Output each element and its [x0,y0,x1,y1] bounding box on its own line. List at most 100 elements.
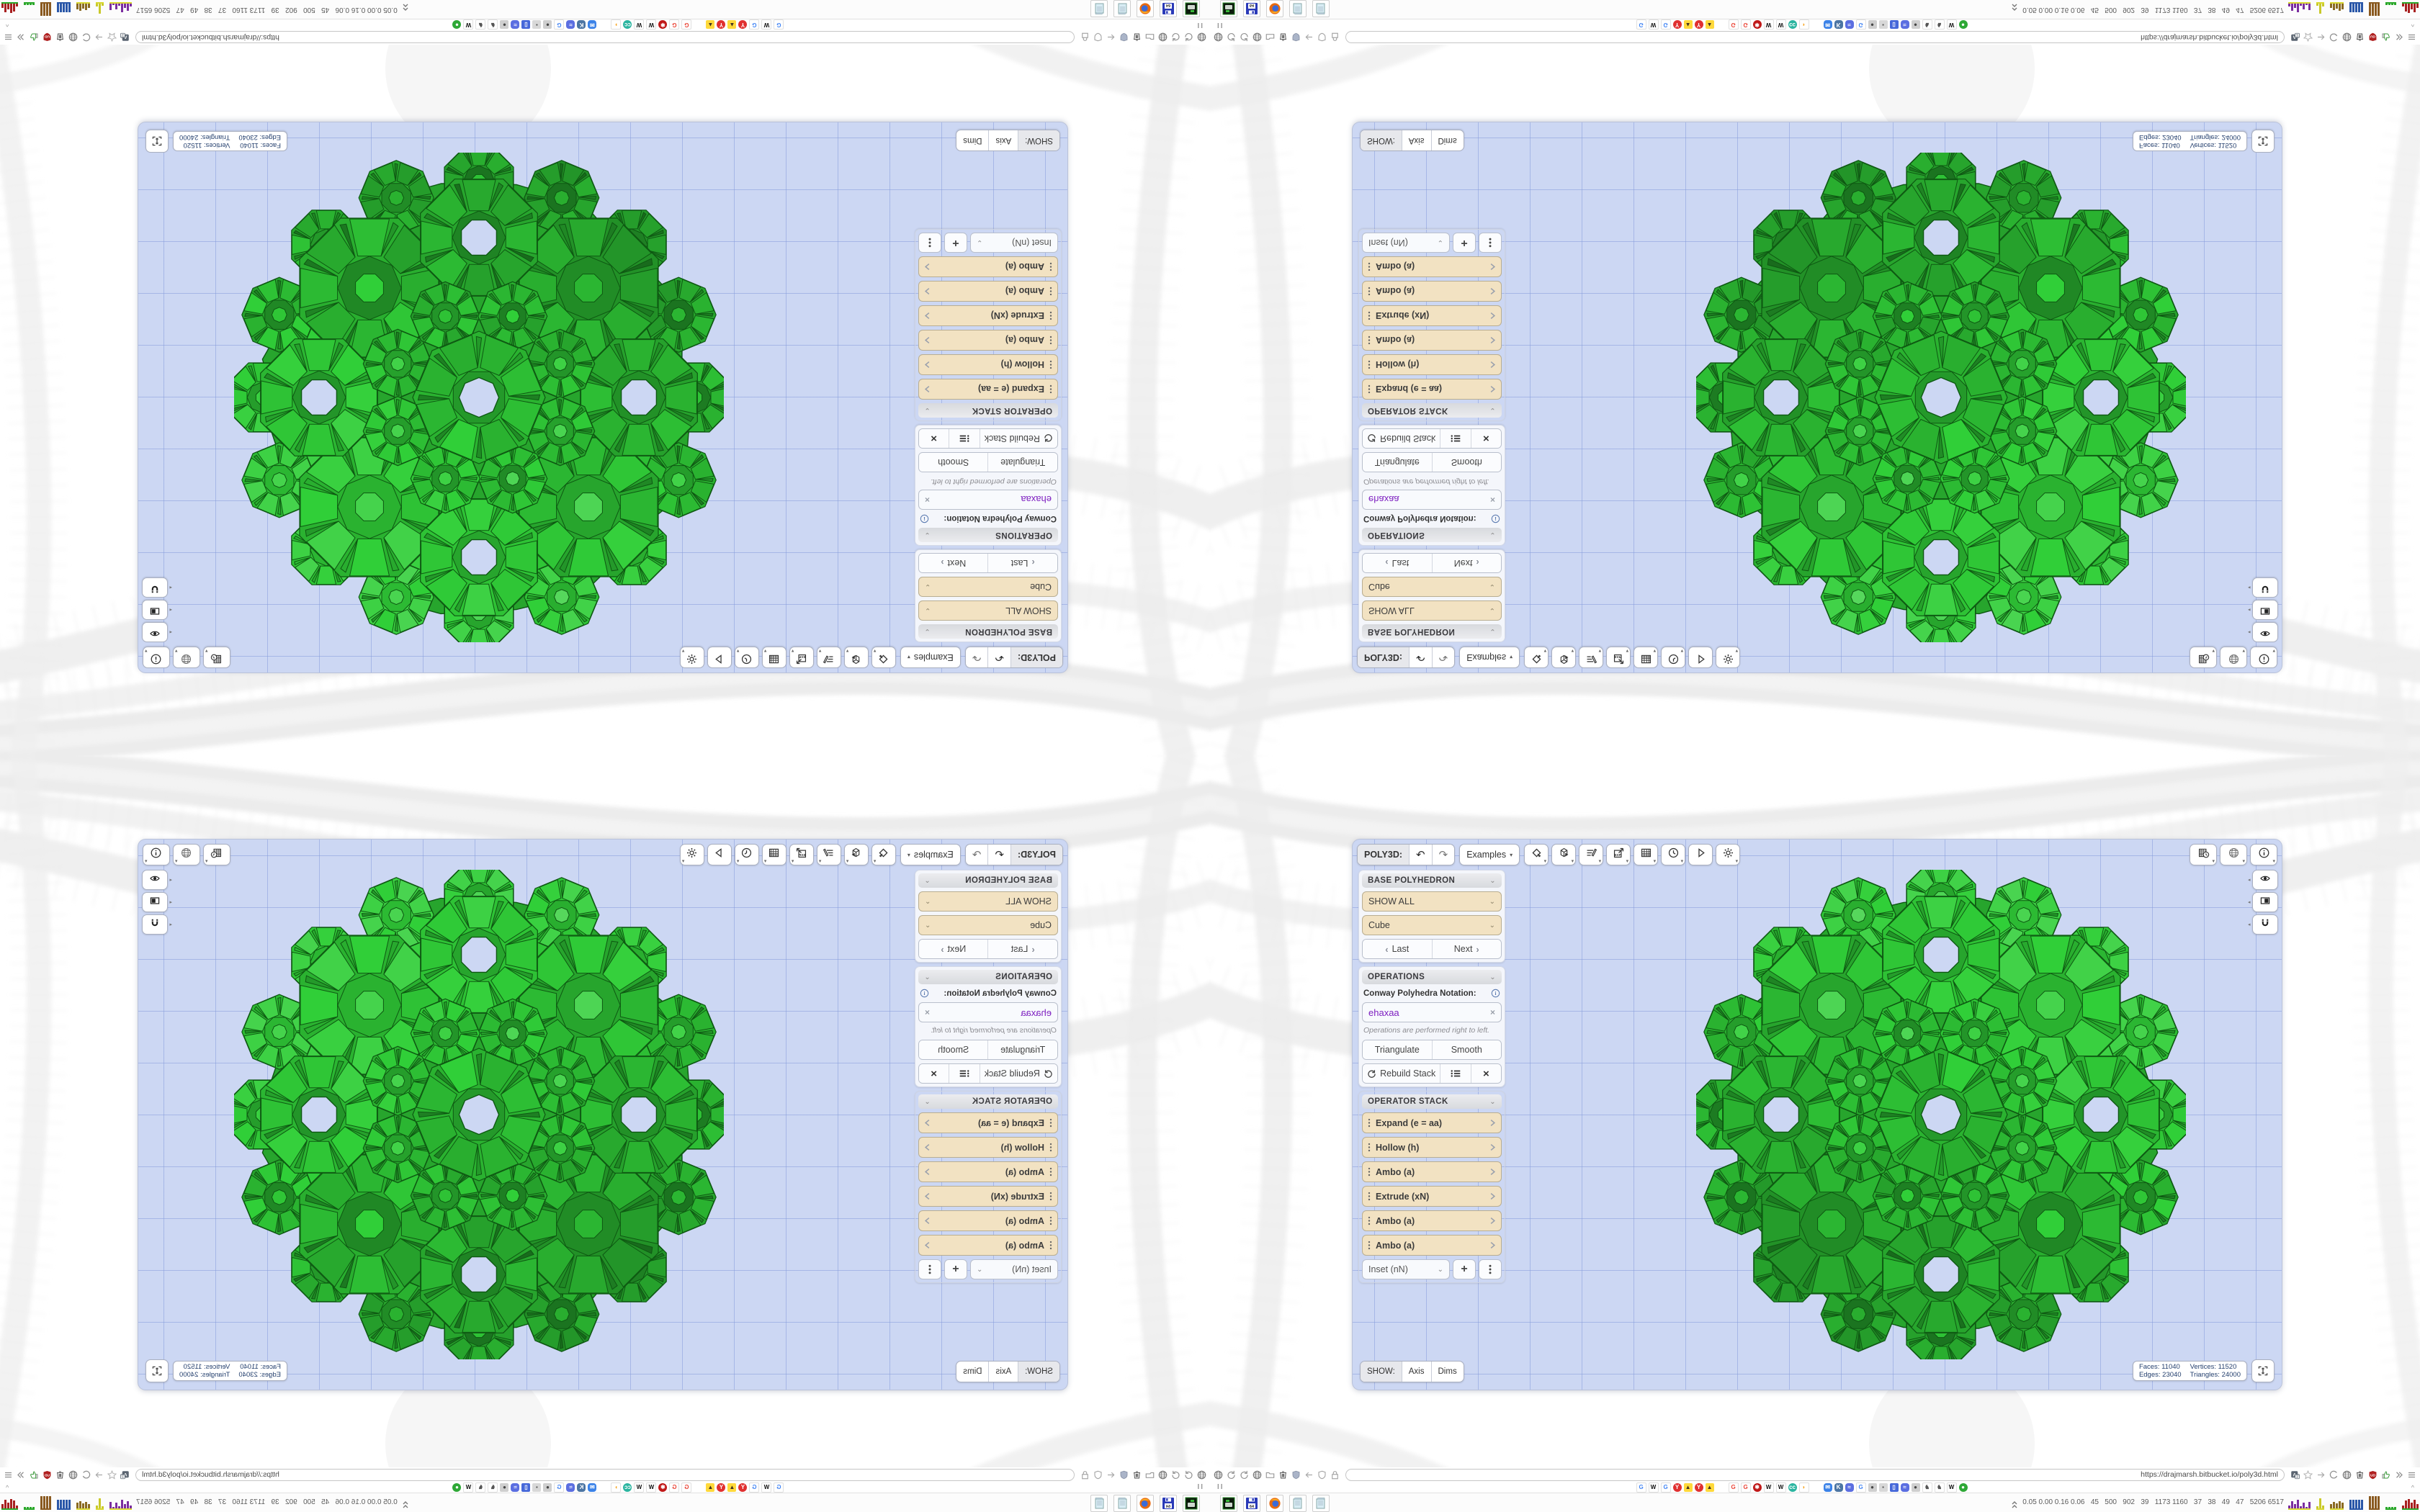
drag-handle-icon[interactable] [1049,1241,1052,1250]
toggle-panel-button[interactable]: ◂ [2248,600,2278,620]
bookmark-favicon[interactable]: ◗ [611,1482,622,1493]
bookmark-favicon[interactable]: G [669,1482,680,1493]
notation-input[interactable]: ehaxaa × [1362,1002,1502,1022]
bookmark-favicon[interactable]: W [1763,1482,1774,1493]
bookmark-favicon[interactable]: ≈ [1845,1482,1854,1492]
arrow-left-icon[interactable] [1303,1469,1315,1480]
notepad-launcher[interactable] [1090,1494,1108,1512]
base-polyhedron-header[interactable]: BASE POLYHEDRON ⌄ [1362,873,1502,888]
play-button[interactable] [1688,647,1713,668]
floppy-64-launcher[interactable]: 64 [1160,1494,1177,1512]
table-button[interactable]: ▾ [1634,844,1659,865]
bookmark-favicon[interactable]: ▲ [727,1482,737,1492]
thumb-icon[interactable] [2380,1469,2392,1480]
bookmark-favicon[interactable]: cc [623,20,632,30]
trash-icon[interactable] [2354,32,2366,43]
bookmark-favicon[interactable]: W [463,1482,474,1493]
notepad-launcher[interactable] [1289,1494,1307,1512]
chevron-right-icon[interactable] [924,1241,931,1249]
bookmark-favicon[interactable]: Y [717,1482,726,1492]
info-icon[interactable]: i [920,989,929,998]
edit-list-button[interactable]: ▾ [1579,844,1604,865]
arrow-right-icon[interactable] [2315,1469,2327,1480]
transform-draw-button[interactable]: ▾ [1524,844,1549,865]
cube-play-button[interactable]: ▾ [843,844,869,865]
examples-dropdown[interactable]: Examples ▾ [1460,647,1519,667]
bookmark-favicon[interactable]: G [1740,19,1751,30]
thumb-icon[interactable] [28,1469,40,1480]
snap-magnet-button[interactable]: ◂ [2248,914,2278,935]
operator-more-button[interactable] [1479,1259,1502,1279]
shield-outline-icon[interactable] [1092,32,1104,43]
drag-handle-icon[interactable] [1049,360,1052,369]
bookmark-favicon[interactable]: G [1728,1482,1739,1493]
calendar-clock-button[interactable]: ▾ [203,844,230,865]
gear-button[interactable]: ▾ [1716,844,1741,865]
chevron-right-icon[interactable] [1489,312,1496,320]
bookmark-favicon[interactable]: ▯ [521,20,531,30]
bookmark-favicon[interactable]: ▲ [1683,20,1693,30]
undo-button[interactable]: ↶ [987,845,1010,865]
globe-icon[interactable] [2341,1469,2353,1480]
chevron-right-icon[interactable] [924,263,931,271]
show-all-select[interactable]: SHOW ALL ⌄ [918,600,1058,621]
bookmark-favicon[interactable]: ▪ [532,20,542,30]
firefox-launcher[interactable] [1137,1494,1154,1512]
folder-icon[interactable] [1264,1469,1276,1480]
chevron-right-icon[interactable] [1489,1143,1496,1151]
bookmark-favicon[interactable]: ▯ [1889,20,1899,30]
bookmark-favicon[interactable]: Y [717,20,726,30]
add-operator-button[interactable]: + [1453,233,1476,253]
thumb-icon[interactable] [2380,32,2392,43]
bookmark-favicon[interactable]: K [577,20,586,30]
reload-icon[interactable] [1238,1469,1250,1480]
stack-list-button[interactable] [949,1064,980,1083]
smooth-button[interactable]: Smooth [1432,1040,1501,1059]
globe-button[interactable]: ▾ [173,647,200,668]
bookmark-favicon[interactable]: ≈ [566,20,575,30]
floppy-64-launcher[interactable]: 64 [1160,0,1177,18]
add-operator-select[interactable]: Inset (nN) ⌄ [1362,233,1450,253]
bookmark-favicon[interactable]: G [749,19,760,30]
redo-button[interactable]: ↷ [966,845,988,865]
operator-stack-item[interactable]: Ambo (a) [918,1235,1058,1256]
bookmark-favicon[interactable]: ● [452,1482,462,1492]
dims-toggle-button[interactable]: Dims [963,136,982,145]
bookmark-favicon[interactable]: ≈ [1900,20,1909,30]
firefox-launcher[interactable] [1266,0,1283,18]
bookmark-favicon[interactable]: W [1648,1482,1659,1493]
toggle-visibility-button[interactable]: ◂ [2248,622,2278,642]
chevron-right-icon[interactable] [1489,336,1496,344]
globe-icon[interactable] [1251,1469,1263,1480]
bookmark-favicon[interactable]: ▲ [727,20,737,30]
bookmark-favicon[interactable]: ♞ [488,1482,498,1493]
bookmark-favicon[interactable]: ● [1868,1482,1877,1492]
collapse-chevron-icon[interactable]: ^ [2411,21,2414,29]
triangulate-button[interactable]: Triangulate [987,453,1057,472]
operator-stack-header[interactable]: OPERATOR STACK ⌄ [918,1094,1058,1109]
drag-handle-icon[interactable] [1368,1143,1371,1152]
url-bar[interactable]: https://drajmarsh.bitbucket.io/poly3d.ht… [1345,31,2285,44]
show-all-select[interactable]: SHOW ALL ⌄ [918,891,1058,912]
operator-stack-header[interactable]: OPERATOR STACK ⌄ [918,403,1058,418]
last-button[interactable]: ‹ Last [987,554,1057,572]
drag-handle-icon[interactable] [1049,311,1052,320]
clock-button[interactable]: ▾ [734,647,759,668]
drag-handle-icon[interactable] [1368,336,1371,345]
globe-icon[interactable] [1157,32,1169,43]
operator-stack-item[interactable]: Extrude (xN) [918,1186,1058,1207]
drag-handle-icon[interactable] [1049,336,1052,345]
base-polyhedron-header[interactable]: BASE POLYHEDRON ⌄ [918,624,1058,639]
chevron-right-icon[interactable] [924,361,931,369]
gear-button[interactable]: ▾ [679,647,704,668]
info-icon[interactable]: i [1491,514,1500,523]
bookmark-favicon[interactable]: ≈ [1845,20,1854,30]
bookmark-favicon[interactable]: G [1855,1482,1866,1493]
bookmark-favicon[interactable]: ● [543,20,552,30]
drag-handle-icon[interactable] [1368,360,1371,369]
play-button[interactable] [707,647,732,668]
polyhedron-3d-view[interactable] [1696,870,2186,1359]
drag-handle-icon[interactable] [1368,1216,1371,1225]
chevron-right-icon[interactable] [1489,1192,1496,1200]
